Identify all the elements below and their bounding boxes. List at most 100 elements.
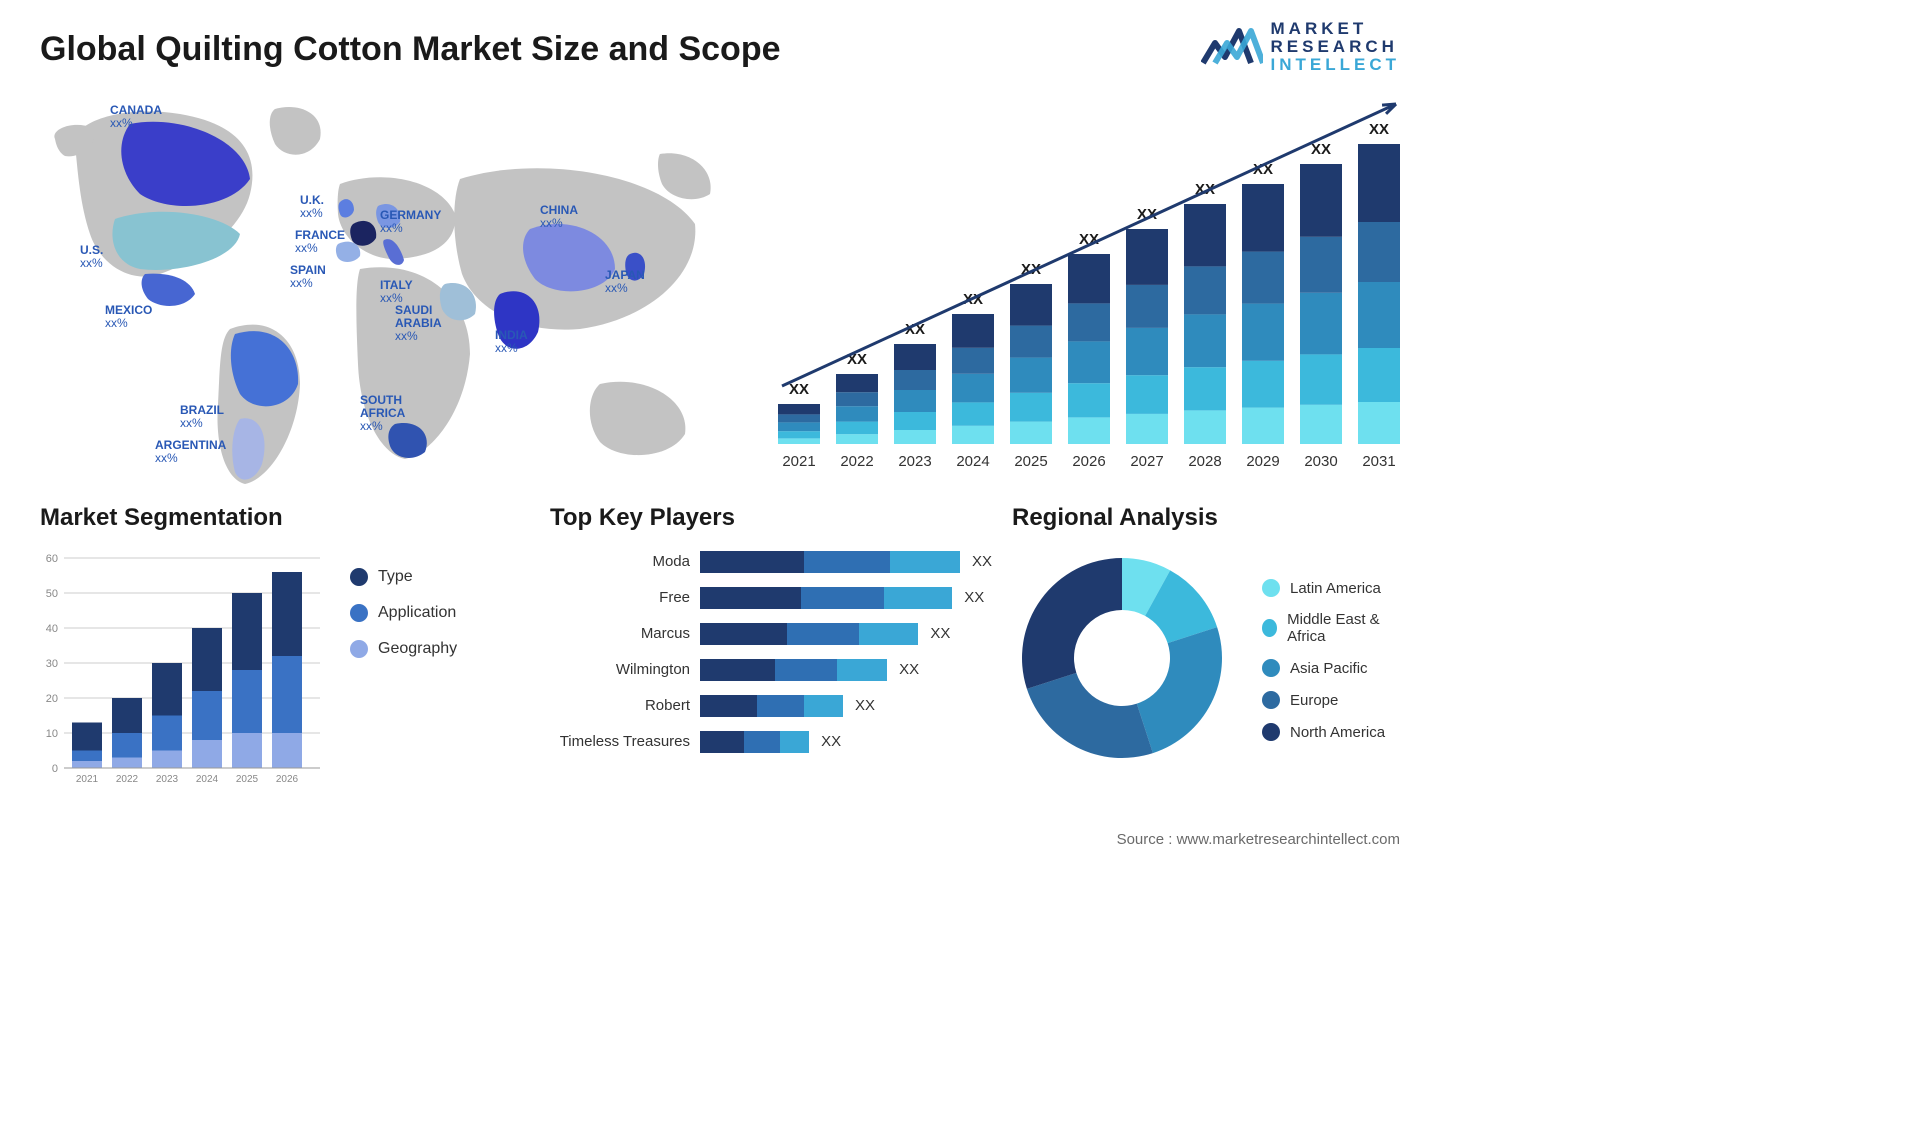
player-bar bbox=[700, 695, 843, 717]
map-label-mexico: MEXICOxx% bbox=[105, 304, 152, 330]
map-label-germany: GERMANYxx% bbox=[380, 209, 441, 235]
svg-text:2028: 2028 bbox=[1188, 453, 1221, 470]
map-label-saudi: SAUDIARABIAxx% bbox=[395, 304, 442, 344]
segmentation-title: Market Segmentation bbox=[40, 504, 530, 532]
player-value: XX bbox=[972, 553, 992, 570]
map-label-china: CHINAxx% bbox=[540, 204, 578, 230]
world-map: CANADAxx% U.S.xx% MEXICOxx% BRAZILxx% ARGENT… bbox=[40, 84, 730, 494]
map-label-japan: JAPANxx% bbox=[605, 269, 645, 295]
legend-dot-icon bbox=[1262, 691, 1280, 709]
regional-title: Regional Analysis bbox=[1012, 504, 1400, 532]
logo-text-1: MARKET bbox=[1271, 20, 1401, 38]
player-row: Free XX bbox=[550, 584, 992, 612]
regional-legend: Latin America Middle East & Africa Asia Pa… bbox=[1262, 579, 1400, 741]
map-label-india: INDIAxx% bbox=[495, 329, 528, 355]
regional-legend-item: Latin America bbox=[1262, 579, 1400, 597]
svg-text:2025: 2025 bbox=[1014, 453, 1047, 470]
players-title: Top Key Players bbox=[550, 504, 992, 532]
player-name: Marcus bbox=[550, 625, 700, 642]
map-label-us: U.S.xx% bbox=[80, 244, 103, 270]
logo-mark-icon bbox=[1201, 21, 1263, 73]
logo-text-3: INTELLECT bbox=[1271, 56, 1401, 74]
legend-dot-icon bbox=[350, 604, 368, 622]
svg-text:50: 50 bbox=[46, 588, 58, 600]
player-row: Wilmington XX bbox=[550, 656, 992, 684]
legend-dot-icon bbox=[350, 568, 368, 586]
player-name: Timeless Treasures bbox=[550, 733, 700, 750]
player-bar bbox=[700, 659, 887, 681]
player-name: Robert bbox=[550, 697, 700, 714]
player-name: Wilmington bbox=[550, 661, 700, 678]
map-label-canada: CANADAxx% bbox=[110, 104, 162, 130]
player-value: XX bbox=[964, 589, 984, 606]
player-row: Timeless Treasures XX bbox=[550, 728, 992, 756]
player-value: XX bbox=[855, 697, 875, 714]
svg-text:30: 30 bbox=[46, 658, 58, 670]
svg-text:2022: 2022 bbox=[840, 453, 873, 470]
player-bar bbox=[700, 623, 918, 645]
players-chart: ModaXX Free XX Marcus XX Wilmington XX Robert XX… bbox=[550, 548, 992, 756]
regional-legend-item: North America bbox=[1262, 723, 1400, 741]
regional-legend-item: Asia Pacific bbox=[1262, 659, 1400, 677]
player-value: XX bbox=[899, 661, 919, 678]
seg-legend-item: Type bbox=[350, 568, 457, 586]
player-bar bbox=[700, 587, 952, 609]
legend-dot-icon bbox=[1262, 659, 1280, 677]
player-bar bbox=[700, 731, 809, 753]
legend-label: Geography bbox=[378, 640, 457, 658]
svg-text:2026: 2026 bbox=[276, 774, 299, 785]
player-name: Free bbox=[550, 589, 700, 606]
legend-label: Application bbox=[378, 604, 456, 622]
legend-label: Middle East & Africa bbox=[1287, 611, 1400, 645]
source-credit: Source : www.marketresearchintellect.com bbox=[1117, 831, 1400, 848]
svg-text:60: 60 bbox=[46, 553, 58, 565]
player-bar bbox=[700, 551, 960, 573]
legend-dot-icon bbox=[1262, 579, 1280, 597]
svg-text:2025: 2025 bbox=[236, 774, 259, 785]
svg-text:2024: 2024 bbox=[956, 453, 989, 470]
map-label-uk: U.K.xx% bbox=[300, 194, 324, 220]
growth-bar-chart: XX2021XX2022XX2023XX2024XX2025XX2026XX20… bbox=[760, 84, 1410, 494]
svg-text:2024: 2024 bbox=[196, 774, 219, 785]
legend-label: Type bbox=[378, 568, 413, 586]
map-label-spain: SPAINxx% bbox=[290, 264, 326, 290]
legend-label: Asia Pacific bbox=[1290, 660, 1368, 677]
logo-text-2: RESEARCH bbox=[1271, 38, 1401, 56]
svg-text:2021: 2021 bbox=[782, 453, 815, 470]
svg-text:XX: XX bbox=[1369, 121, 1389, 138]
legend-dot-icon bbox=[350, 640, 368, 658]
svg-text:XX: XX bbox=[789, 381, 809, 398]
regional-donut-chart bbox=[1012, 548, 1232, 773]
svg-text:40: 40 bbox=[46, 623, 58, 635]
svg-text:2021: 2021 bbox=[76, 774, 99, 785]
svg-text:0: 0 bbox=[52, 763, 58, 775]
svg-text:10: 10 bbox=[46, 728, 58, 740]
svg-text:2030: 2030 bbox=[1304, 453, 1337, 470]
svg-text:2023: 2023 bbox=[898, 453, 931, 470]
svg-text:2031: 2031 bbox=[1362, 453, 1395, 470]
svg-text:2029: 2029 bbox=[1246, 453, 1279, 470]
legend-label: North America bbox=[1290, 724, 1385, 741]
segmentation-chart: 0102030405060202120222023202420252026 bbox=[40, 548, 320, 793]
svg-text:2026: 2026 bbox=[1072, 453, 1105, 470]
legend-dot-icon bbox=[1262, 723, 1280, 741]
player-row: Robert XX bbox=[550, 692, 992, 720]
legend-label: Latin America bbox=[1290, 580, 1381, 597]
regional-legend-item: Europe bbox=[1262, 691, 1400, 709]
segmentation-legend: Type Application Geography bbox=[350, 548, 457, 793]
player-row: ModaXX bbox=[550, 548, 992, 576]
svg-text:2023: 2023 bbox=[156, 774, 179, 785]
seg-legend-item: Geography bbox=[350, 640, 457, 658]
legend-dot-icon bbox=[1262, 619, 1277, 637]
player-value: XX bbox=[930, 625, 950, 642]
seg-legend-item: Application bbox=[350, 604, 457, 622]
regional-legend-item: Middle East & Africa bbox=[1262, 611, 1400, 645]
map-label-brazil: BRAZILxx% bbox=[180, 404, 224, 430]
brand-logo: MARKET RESEARCH INTELLECT bbox=[1201, 20, 1401, 74]
map-label-france: FRANCExx% bbox=[295, 229, 345, 255]
page-title: Global Quilting Cotton Market Size and S… bbox=[40, 30, 781, 69]
legend-label: Europe bbox=[1290, 692, 1338, 709]
svg-text:XX: XX bbox=[1311, 141, 1331, 158]
player-value: XX bbox=[821, 733, 841, 750]
map-label-argentina: ARGENTINAxx% bbox=[155, 439, 226, 465]
